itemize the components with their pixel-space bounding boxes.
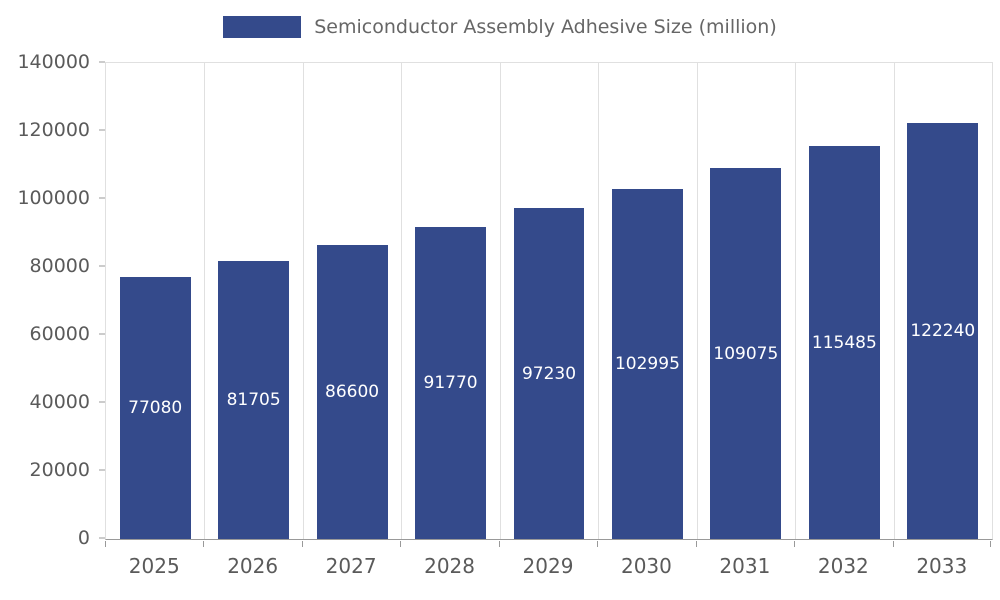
x-axis-labels: 2025 2026 2027 2028 2029 2030 2031 2032 2033 bbox=[105, 552, 993, 584]
x-axis-tick bbox=[695, 541, 697, 547]
bar-value-label: 97230 bbox=[521, 363, 577, 384]
x-axis-tick-label: 2027 bbox=[325, 554, 377, 578]
y-axis-tick bbox=[99, 401, 105, 403]
bar-value-label: 109075 bbox=[713, 343, 779, 364]
gridline bbox=[795, 63, 797, 539]
y-axis-labels: 0 20000 40000 60000 80000 100000 120000 140000 bbox=[0, 51, 105, 549]
y-axis-tick-label: 80000 bbox=[29, 255, 90, 277]
x-axis-tick-label: 2033 bbox=[916, 554, 968, 578]
plot-area: 77080 81705 86600 91770 97230 102995 109075 115… bbox=[105, 62, 993, 540]
y-axis-tick-label: 100000 bbox=[17, 187, 90, 209]
gridline bbox=[499, 63, 501, 539]
x-axis-tick bbox=[301, 541, 303, 547]
y-axis-tick-label: 20000 bbox=[29, 459, 90, 481]
bar-2033: 122240 bbox=[907, 123, 979, 539]
gridline bbox=[401, 63, 403, 539]
bar-value-label: 86600 bbox=[325, 381, 380, 402]
x-axis-tick-label: 2032 bbox=[817, 554, 869, 578]
y-axis-tick bbox=[99, 333, 105, 335]
legend-label: Semiconductor Assembly Adhesive Size (mi… bbox=[314, 16, 777, 38]
x-axis-tick bbox=[990, 541, 991, 547]
bar-value-label: 102995 bbox=[614, 353, 680, 374]
gridline bbox=[302, 63, 304, 539]
bar-2028: 91770 bbox=[415, 226, 486, 539]
bar-2025: 77080 bbox=[119, 276, 191, 539]
y-axis-tick-label: 40000 bbox=[29, 391, 90, 413]
x-axis-tick bbox=[105, 541, 106, 547]
x-axis-tick bbox=[203, 541, 205, 547]
bar-value-label: 77080 bbox=[128, 397, 183, 418]
y-axis-tick-label: 60000 bbox=[29, 323, 90, 345]
y-axis-tick-label: 140000 bbox=[17, 51, 90, 73]
bar-2031: 109075 bbox=[710, 168, 782, 539]
y-axis-tick bbox=[99, 265, 105, 267]
x-axis-tick bbox=[498, 541, 500, 547]
x-axis-tick bbox=[400, 541, 402, 547]
x-axis-tick-label: 2029 bbox=[522, 554, 574, 578]
y-axis-tick-label: 120000 bbox=[17, 119, 90, 141]
bar-2026: 81705 bbox=[218, 261, 290, 539]
x-axis-tick-label: 2030 bbox=[620, 554, 672, 578]
x-axis-tick-label: 2025 bbox=[128, 554, 180, 578]
y-axis-tick bbox=[99, 197, 105, 199]
x-axis-ticks bbox=[105, 540, 993, 547]
bar-2032: 115485 bbox=[808, 146, 880, 539]
bar-value-label: 122240 bbox=[910, 321, 976, 342]
legend-swatch bbox=[223, 16, 302, 38]
y-axis-tick-label: 0 bbox=[77, 527, 90, 549]
gridline bbox=[696, 63, 698, 539]
x-axis-tick bbox=[597, 541, 599, 547]
x-axis-tick bbox=[892, 541, 894, 547]
bar-2027: 86600 bbox=[316, 244, 388, 539]
y-axis-tick bbox=[99, 129, 105, 131]
gridline bbox=[893, 63, 895, 539]
x-axis-tick-label: 2028 bbox=[424, 554, 475, 578]
bar-2029: 97230 bbox=[513, 208, 585, 539]
x-axis-tick bbox=[794, 541, 796, 547]
y-axis-tick bbox=[99, 537, 105, 539]
gridline bbox=[204, 63, 206, 539]
bar-value-label: 91770 bbox=[423, 373, 478, 393]
bar-value-label: 81705 bbox=[226, 390, 281, 411]
y-axis-tick bbox=[99, 469, 105, 471]
bar-2030: 102995 bbox=[612, 188, 683, 539]
x-axis-tick-label: 2031 bbox=[719, 554, 771, 578]
gridline bbox=[598, 63, 600, 539]
x-axis-tick-label: 2026 bbox=[227, 554, 279, 578]
y-axis-tick bbox=[99, 61, 105, 63]
bar-value-label: 115485 bbox=[811, 332, 877, 353]
legend[interactable]: Semiconductor Assembly Adhesive Size (mi… bbox=[0, 14, 1000, 40]
